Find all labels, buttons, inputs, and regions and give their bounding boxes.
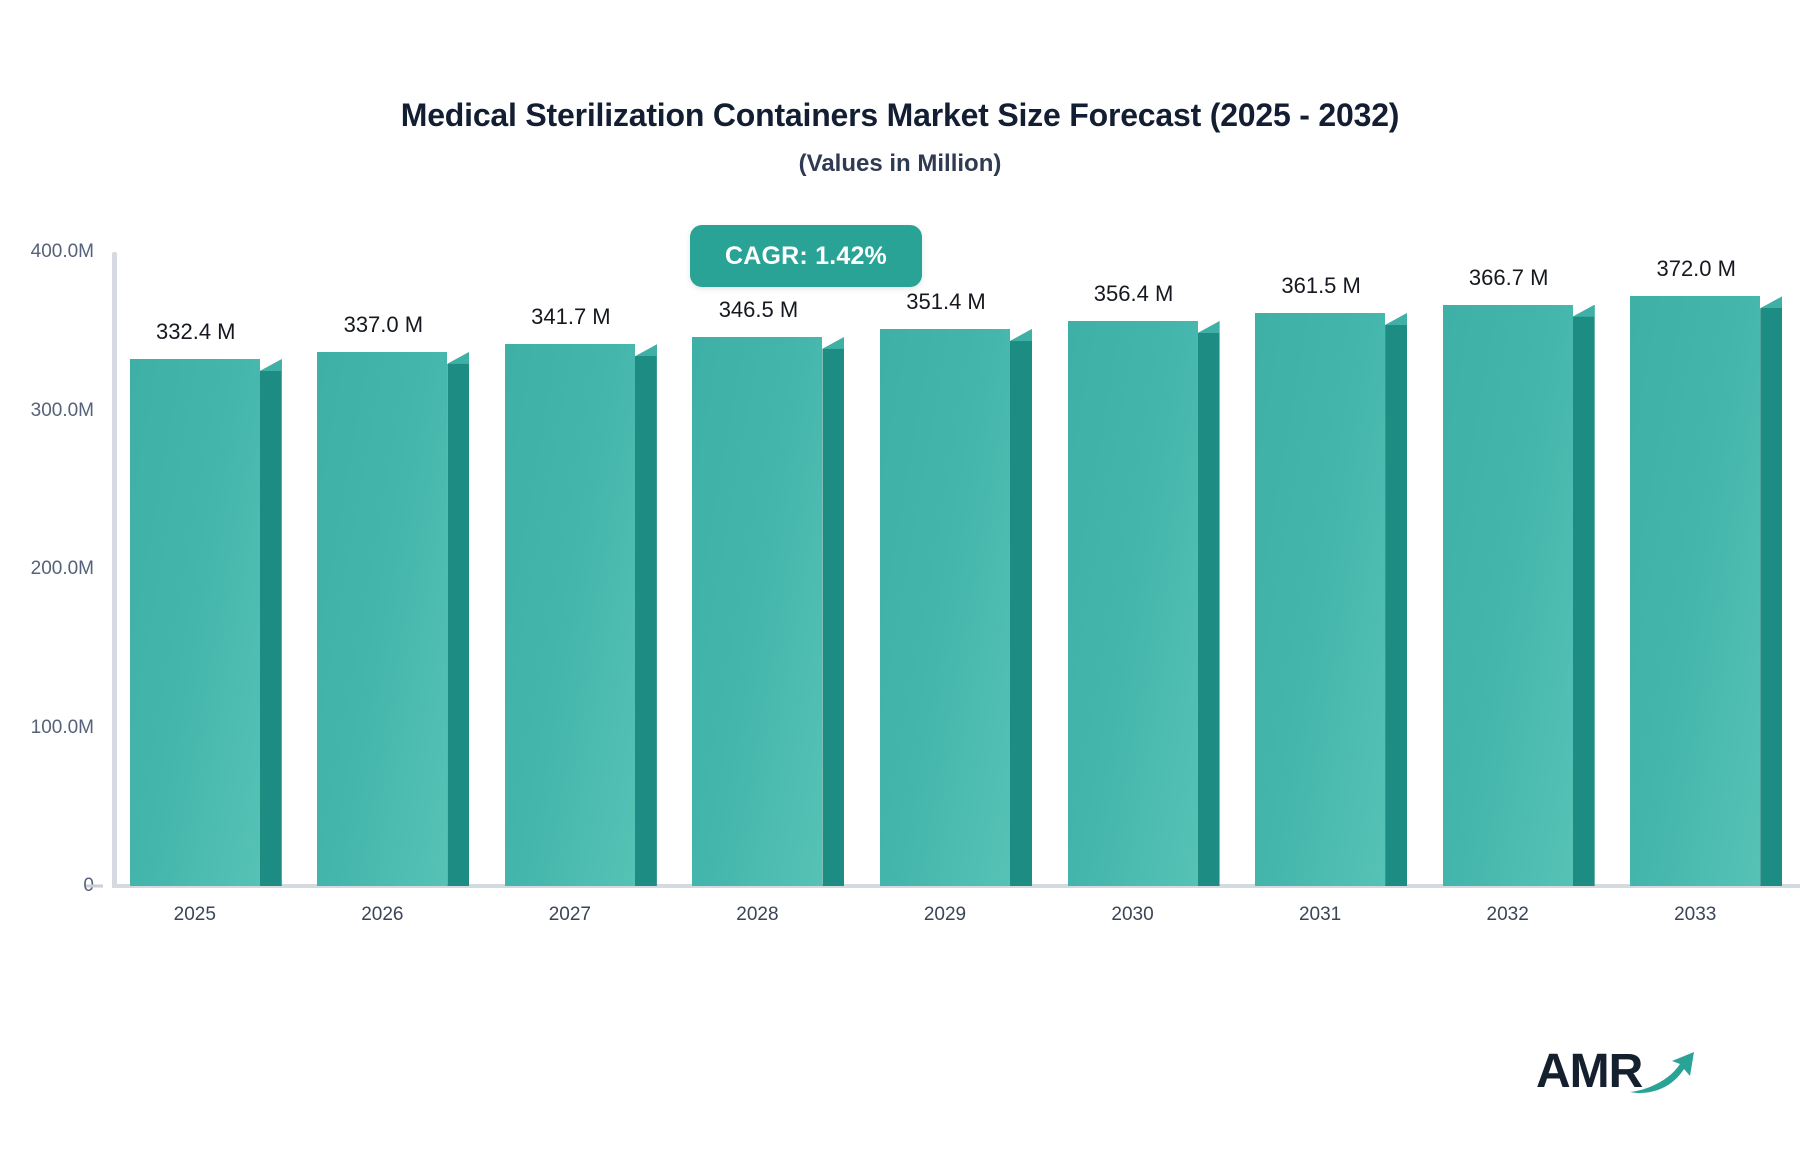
x-axis-tick-label: 2033 [1674,904,1717,925]
bar[interactable] [692,336,845,886]
bar-front-face [129,359,260,886]
bar-top-face [447,351,470,364]
cagr-badge: CAGR: 1.42% [690,225,922,287]
cagr-badge-label: CAGR: 1.42% [725,241,887,270]
bar-front-face [1630,296,1761,886]
bar-front-face [880,329,1010,886]
y-axis-tick-label: 100.0M [30,716,94,738]
y-axis-tick-label: 300.0M [30,399,94,421]
bar-value-label: 341.7 M [531,304,611,330]
bar-value-label: 366.7 M [1468,264,1549,290]
bar-column[interactable]: 351.4 M [880,252,1032,886]
bar-front-face [1255,313,1386,886]
bar[interactable] [880,329,1032,886]
bar-column[interactable]: 356.4 M [1067,252,1220,886]
bar-column[interactable]: 361.5 M [1255,252,1408,886]
y-axis-tick-label: 400.0M [30,241,94,262]
bar-top-face [259,359,282,372]
bar-value-label: 332.4 M [156,319,236,345]
bar[interactable] [317,351,470,886]
x-axis-tick-label: 2028 [736,904,779,925]
bar-side-face [822,336,845,886]
x-axis-tick-label: 2031 [1298,904,1342,925]
chart-header: Medical Sterilization Containers Market … [0,96,1800,178]
bar-side-face [1385,313,1408,886]
bar-value-label: 351.4 M [906,289,986,315]
bar-top-face [1010,329,1032,342]
logo-wordmark: AMR [1536,1044,1643,1098]
bar-top-face [1572,304,1595,317]
bar-front-face [317,351,448,886]
bar-side-face [1760,296,1783,886]
x-axis-tick-label: 2032 [1486,904,1529,925]
bar-value-label: 346.5 M [718,296,799,322]
bar-series: 332.4 M 337.0 M 341.7 M 346.5 M 351.4 M 356.4… [112,252,1800,886]
x-axis-tick-label: 2026 [361,904,404,925]
bar-top-face [1385,313,1408,326]
y-axis-zero-tick [86,884,103,888]
bar-value-label: 361.5 M [1281,273,1361,299]
bar-column[interactable]: 341.7 M [504,252,657,886]
bar-value-label: 356.4 M [1093,281,1174,307]
bar-side-face [1572,304,1595,886]
bar-side-face [634,344,657,886]
bar-value-label: 337.0 M [343,311,424,337]
bar-side-face [1197,321,1220,886]
growth-arrow-icon [1628,1048,1698,1103]
bar-value-label: 372.0 M [1656,256,1736,282]
x-axis-tick-label: 2025 [173,904,216,925]
bar[interactable] [504,344,657,886]
bar-top-face [822,336,845,349]
x-axis-line [112,884,1800,888]
bar-top-face [1197,321,1220,334]
x-axis-tick-label: 2027 [548,904,592,925]
bar[interactable] [129,359,282,886]
bar-top-face [1760,296,1783,309]
bar[interactable] [1067,321,1220,886]
bar-column[interactable]: 337.0 M [317,252,470,886]
y-axis-line [112,252,117,886]
bar-front-face [692,336,823,886]
x-axis-tick-label: 2029 [923,904,967,925]
bar-column[interactable]: 366.7 M [1442,252,1595,886]
bar[interactable] [1255,313,1408,886]
bar-column[interactable]: 332.4 M [129,252,282,886]
bar-top-face [634,344,657,357]
amr-logo: AMR [1536,1040,1698,1103]
bar-column[interactable]: 346.5 M [692,252,845,886]
bar-column[interactable]: 372.0 M [1630,252,1783,886]
bar-side-face [447,351,470,886]
bar-front-face [504,344,635,886]
bar-side-face [1010,329,1032,886]
bar[interactable] [1442,304,1595,886]
x-axis-tick-label: 2030 [1111,904,1154,925]
bar-front-face [1067,321,1198,886]
y-axis-tick-label: 200.0M [30,558,94,579]
chart-subtitle: (Values in Million) [798,150,1002,178]
page-title: Medical Sterilization Containers Market … [400,97,1400,133]
bar[interactable] [1630,296,1783,886]
bar-side-face [259,359,282,886]
bar-front-face [1442,304,1573,886]
